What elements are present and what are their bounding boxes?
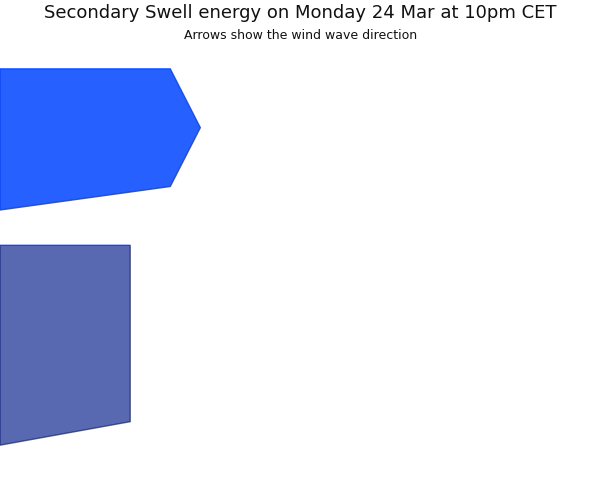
- Polygon shape: [0, 69, 200, 210]
- Polygon shape: [0, 245, 130, 445]
- Text: Secondary Swell energy on Monday 24 Mar at 10pm CET: Secondary Swell energy on Monday 24 Mar …: [44, 4, 557, 22]
- Text: Arrows show the wind wave direction: Arrows show the wind wave direction: [184, 29, 417, 42]
